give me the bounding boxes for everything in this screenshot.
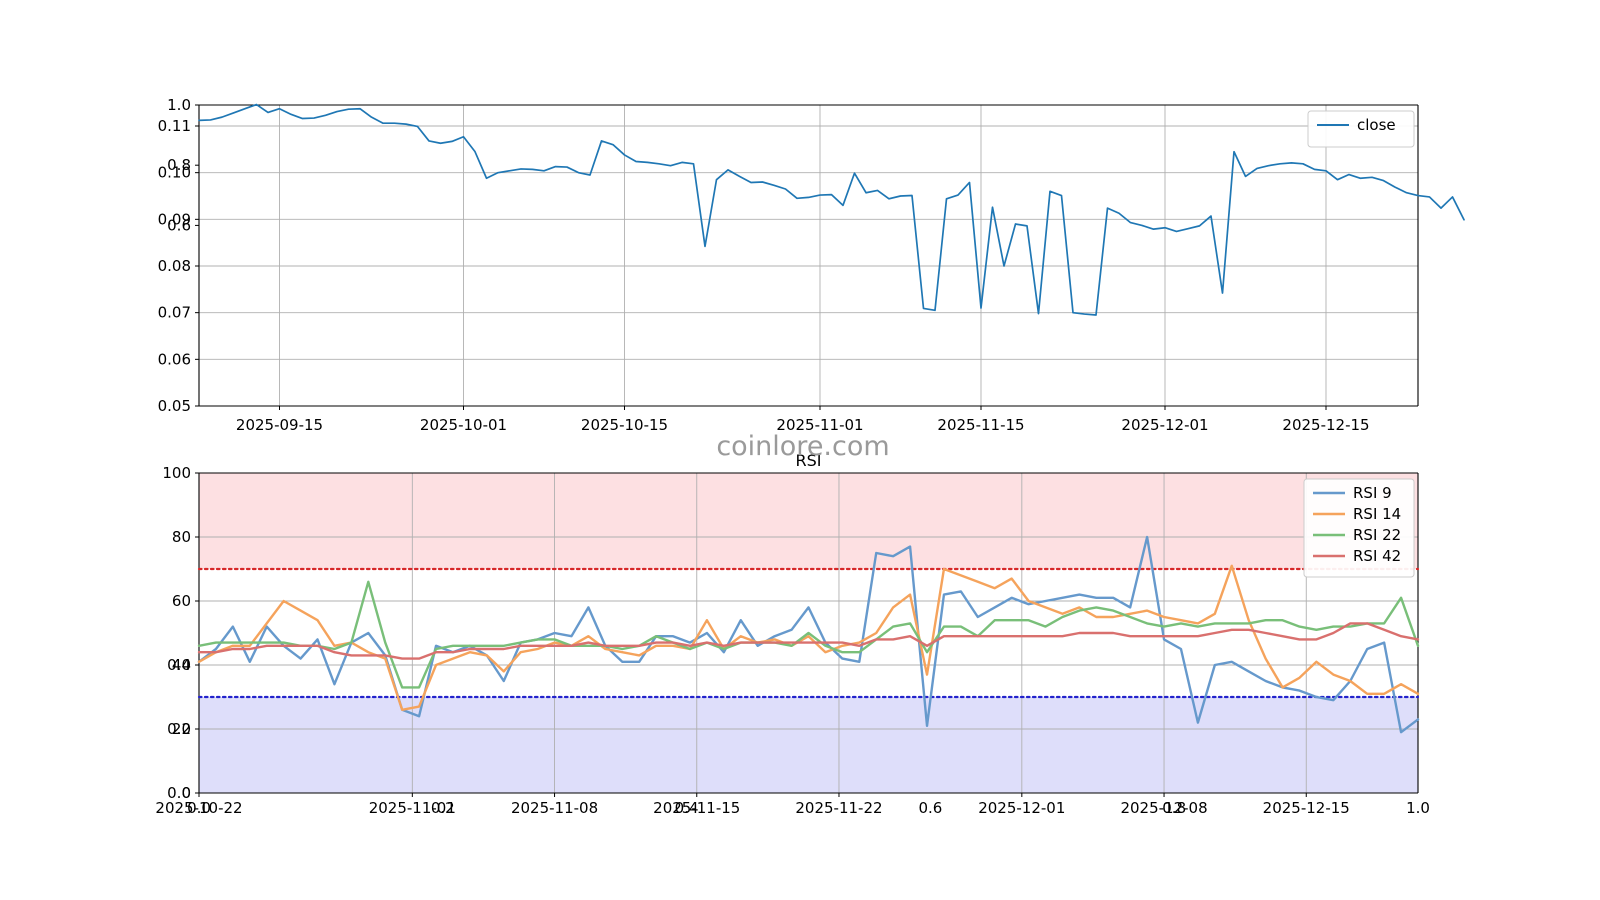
rsi-series-rsi-42 [197, 622, 1420, 660]
rsi-secondary-ytick-label: 0.0 [167, 784, 191, 802]
rsi-ytick-label: 20 [172, 720, 191, 738]
price-ytick-label: 0.09 [158, 210, 191, 228]
rsi-ytick-label: 40 [172, 656, 191, 674]
rsi-xtick-label: 2025-12-08 [1120, 799, 1207, 817]
rsi-legend-label: RSI 9 [1353, 484, 1392, 502]
rsi-secondary-ytick-label: 0.4 [167, 656, 191, 674]
price-ytick-label: 0.10 [158, 164, 191, 182]
rsi-xtick-label: 2025-11-22 [795, 799, 882, 817]
rsi-xtick-label: 2025-11-15 [653, 799, 740, 817]
price-xtick-label: 2025-10-15 [581, 416, 668, 434]
rsi-secondary-xtick-label: 0.4 [675, 799, 699, 817]
rsi-overbought-band [199, 473, 1418, 569]
rsi-legend-box [1303, 478, 1415, 578]
rsi-ytick-label: 100 [162, 464, 191, 482]
price-xtick-label: 2025-11-01 [776, 416, 863, 434]
rsi-secondary-xtick-label: 0.6 [918, 799, 942, 817]
price-legend-label: close [1357, 116, 1396, 134]
rsi-secondary-xtick-label: 1.0 [1406, 799, 1430, 817]
rsi-secondary-xtick-label: 0.8 [1162, 799, 1186, 817]
rsi-secondary-ytick-label: 0.2 [167, 720, 191, 738]
price-ytick-label: 0.06 [158, 350, 191, 368]
rsi-xtick-label: 2025-12-15 [1263, 799, 1350, 817]
rsi-secondary-xtick-label: 0.2 [431, 799, 455, 817]
price-ytick-label: 0.08 [158, 257, 191, 275]
price-ytick-label: 0.05 [158, 397, 191, 415]
rsi-ytick-label: 80 [172, 528, 191, 546]
price-xtick-label: 2025-12-01 [1121, 416, 1208, 434]
rsi-legend-label: RSI 22 [1353, 526, 1401, 544]
watermark-text: coinlore.com [716, 431, 889, 462]
rsi-chart-panel: 0 20 40 60 80 100 0.0 0.2 0.4 2025-10-22 2025-11-0… [155, 451, 1430, 817]
rsi-chart-title: RSI [796, 451, 822, 470]
price-secondary-ytick-label: 0.8 [167, 156, 191, 174]
rsi-ytick-label: 0 [181, 784, 191, 802]
price-xtick-label: 2025-10-01 [420, 416, 507, 434]
rsi-legend-label: RSI 14 [1353, 505, 1401, 523]
price-ytick-label: 0.11 [158, 117, 191, 135]
price-legend-box [1307, 110, 1415, 148]
rsi-series-rsi-14 [197, 564, 1420, 711]
rsi-xtick-label: 2025-10-22 [155, 799, 242, 817]
rsi-ytick-label: 60 [172, 592, 191, 610]
rsi-series-rsi-22 [197, 580, 1420, 689]
price-secondary-ytick-label: 0.6 [167, 216, 191, 234]
price-secondary-ytick-label: 1.0 [167, 96, 191, 114]
price-xtick-label: 2025-09-15 [236, 416, 323, 434]
price-xtick-label: 2025-12-15 [1282, 416, 1369, 434]
rsi-secondary-xtick-label: 0.0 [187, 799, 211, 817]
rsi-xtick-label: 2025-12-01 [978, 799, 1065, 817]
price-ytick-label: 0.07 [158, 304, 191, 322]
price-chart-panel: 0.05 0.06 0.07 0.08 0.09 0.10 0.11 0.6 0.8 1.0 202… [158, 96, 1465, 434]
price-xtick-label: 2025-11-15 [937, 416, 1024, 434]
rsi-xtick-label: 2025-11-08 [511, 799, 598, 817]
price-series-close [198, 103, 1465, 316]
rsi-oversold-band [199, 697, 1418, 793]
rsi-xtick-label: 2025-11-01 [369, 799, 456, 817]
rsi-legend-label: RSI 42 [1353, 547, 1401, 565]
